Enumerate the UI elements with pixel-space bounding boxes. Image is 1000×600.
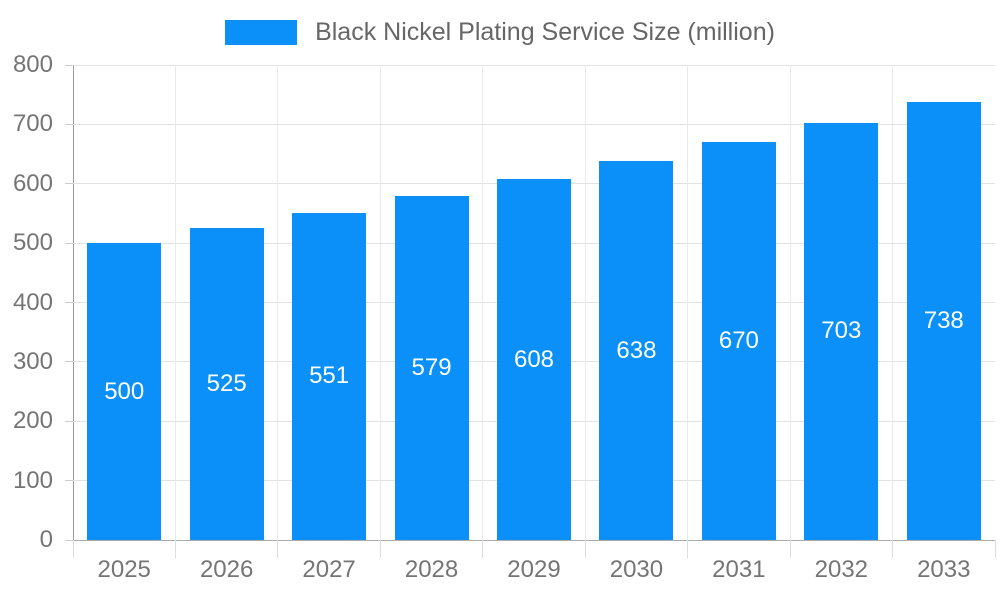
y-axis-label: 400 (12, 288, 53, 316)
y-axis-label: 500 (12, 229, 53, 257)
bar-2025[interactable]: 500 (87, 243, 162, 540)
x-axis-tick (892, 540, 894, 558)
x-axis-tick (174, 540, 176, 558)
bar-value-label: 525 (206, 370, 247, 398)
bar-value-label: 579 (411, 354, 452, 382)
bar-2026[interactable]: 525 (189, 228, 264, 540)
y-axis-tick (65, 123, 73, 125)
legend-label[interactable]: Black Nickel Plating Service Size (milli… (315, 18, 775, 46)
v-gridline (789, 65, 791, 540)
y-axis-label: 600 (12, 169, 53, 197)
y-axis-label: 300 (12, 347, 53, 375)
y-axis-tick (65, 183, 73, 185)
h-gridline (73, 123, 995, 125)
y-axis-label: 0 (39, 526, 53, 553)
bar-2031[interactable]: 670 (701, 142, 776, 540)
y-axis-tick (65, 242, 73, 244)
plot-area: 500 525 551 579 608 638 670 703 738 (65, 64, 996, 558)
h-gridline (73, 64, 995, 66)
bar-2027[interactable]: 551 (292, 212, 367, 540)
bar-value-label: 500 (104, 377, 145, 405)
v-gridline (482, 65, 484, 540)
x-axis-tick (277, 540, 279, 558)
x-axis-tick (584, 540, 586, 558)
x-axis-label: 2026 (199, 556, 254, 583)
bar-2030[interactable]: 638 (599, 161, 674, 540)
y-axis-tick (65, 361, 73, 363)
legend-swatch[interactable] (225, 20, 298, 45)
bar-value-label: 608 (513, 345, 555, 373)
x-axis-label: 2032 (814, 556, 869, 583)
y-axis-tick (65, 480, 73, 482)
y-axis-label: 200 (12, 407, 53, 435)
x-axis-label: 2028 (404, 556, 459, 583)
y-axis-tick (65, 539, 73, 541)
v-gridline (584, 65, 586, 540)
x-axis-label: 2033 (917, 556, 971, 583)
y-axis-label: 700 (12, 110, 53, 138)
y-axis-tick (65, 302, 73, 303)
x-axis-label: 2027 (302, 556, 356, 583)
v-gridline (277, 65, 279, 540)
x-axis-tick (687, 540, 689, 558)
v-gridline (892, 65, 894, 540)
v-gridline (174, 65, 176, 540)
v-gridline (687, 65, 689, 540)
v-gridline (379, 65, 381, 540)
x-axis-label: 2025 (97, 556, 151, 583)
x-axis-label: 2030 (609, 556, 664, 583)
x-axis-tick (482, 540, 484, 558)
x-axis-label: 2031 (712, 556, 766, 583)
bar-value-label: 551 (309, 362, 350, 390)
x-axis-label: 2029 (507, 556, 561, 583)
bar-value-label: 703 (821, 317, 862, 345)
bar-value-label: 738 (923, 306, 964, 334)
bar-value-label: 638 (616, 336, 657, 364)
bar-2029[interactable]: 608 (497, 179, 571, 540)
y-axis-tick (65, 420, 73, 422)
x-axis-tick (379, 540, 381, 558)
y-axis-tick (65, 64, 73, 66)
y-axis-label: 100 (12, 466, 53, 494)
x-axis-tick (994, 540, 996, 558)
bar-2028[interactable]: 579 (394, 196, 469, 540)
bar-2032[interactable]: 703 (804, 122, 879, 540)
x-axis-tick (789, 540, 791, 558)
legend[interactable]: Black Nickel Plating Service Size (milli… (0, 18, 1000, 47)
y-axis-label: 800 (12, 51, 53, 78)
bar-2033[interactable]: 738 (906, 101, 981, 540)
x-axis-tick (72, 540, 74, 558)
bar-value-label: 670 (718, 327, 759, 355)
x-axis-line (73, 540, 995, 541)
